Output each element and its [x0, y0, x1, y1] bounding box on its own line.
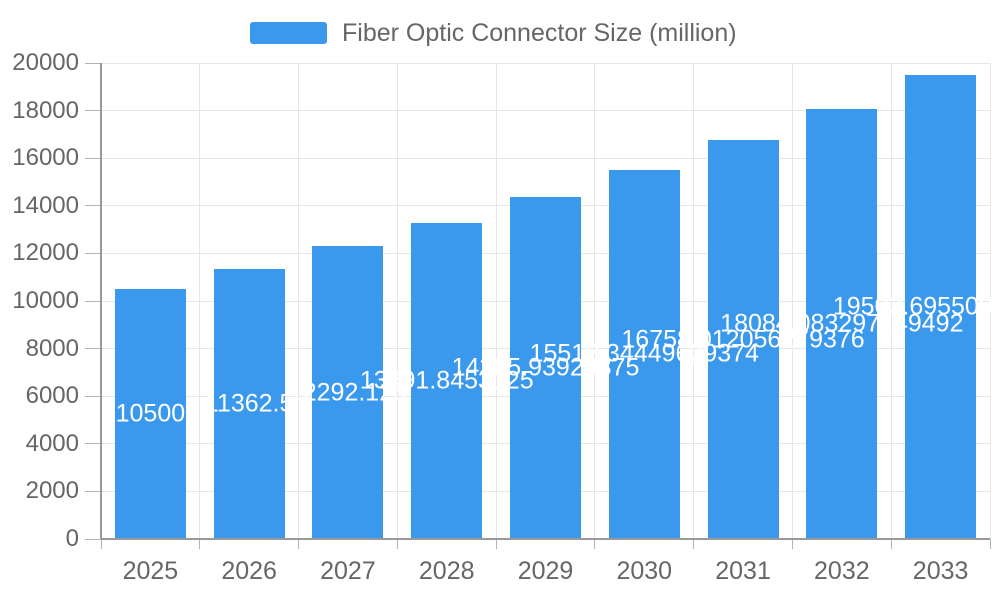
x-tick-mark [298, 539, 300, 549]
bar-2025[interactable] [114, 289, 186, 539]
x-gridline [594, 63, 596, 539]
bar-value-label: 10500 [115, 399, 186, 428]
x-tick-mark [396, 539, 398, 549]
y-tick-label: 0 [65, 525, 79, 552]
y-tick-label: 10000 [12, 287, 79, 314]
x-tick-label: 2027 [320, 557, 376, 585]
x-tick-mark [594, 539, 596, 549]
y-tick-mark [85, 395, 101, 397]
y-tick-label: 8000 [25, 334, 79, 362]
y-tick-mark [85, 538, 101, 540]
y-tick-label: 20000 [12, 49, 79, 76]
bar-2031[interactable] [707, 140, 779, 539]
bar-2033[interactable] [905, 74, 977, 539]
x-tick-label: 2028 [418, 557, 475, 585]
y-tick-label: 14000 [12, 191, 79, 219]
y-gridline [101, 157, 990, 159]
x-tick-mark [495, 539, 497, 549]
bar-2028[interactable] [411, 222, 483, 539]
bar-value-label: 14385.93929875 [451, 353, 640, 382]
bar-value-label: 19503.6955094924 [832, 292, 1000, 321]
y-gridline [101, 110, 990, 112]
y-tick-label: 16000 [12, 144, 79, 172]
y-tick-mark [85, 300, 101, 302]
y-tick-mark [85, 348, 101, 350]
x-tick-label: 2032 [814, 557, 870, 585]
y-tick-label: 2000 [25, 477, 79, 505]
bar-2026[interactable] [213, 268, 285, 539]
x-tick-mark [199, 539, 201, 549]
x-tick-label: 2029 [517, 557, 574, 585]
y-tick-label: 12000 [12, 239, 79, 267]
x-gridline [396, 63, 398, 539]
y-tick-mark [85, 205, 101, 207]
x-gridline [495, 63, 497, 539]
bar-value-label: 12292.125 [288, 378, 408, 407]
x-axis-line [101, 538, 990, 540]
legend-item[interactable]: Fiber Optic Connector Size (million) [250, 12, 737, 54]
y-tick-mark [85, 157, 101, 159]
x-gridline [791, 63, 793, 539]
y-tick-mark [85, 443, 101, 445]
bar-2030[interactable] [608, 169, 680, 539]
bar-value-label: 11362.5 [204, 389, 294, 418]
y-tick-mark [85, 252, 101, 254]
y-tick-mark [85, 490, 101, 492]
legend-label: Fiber Optic Connector Size (million) [342, 19, 737, 47]
x-tick-mark [100, 539, 102, 549]
x-tick-mark [989, 539, 991, 549]
x-tick-label: 2026 [221, 557, 277, 585]
x-gridline [890, 63, 892, 539]
bar-2032[interactable] [806, 108, 878, 539]
x-tick-mark [791, 539, 793, 549]
y-tick-label: 6000 [25, 382, 79, 410]
x-tick-mark [693, 539, 695, 549]
y-axis-line [100, 63, 102, 539]
legend-swatch [250, 22, 327, 44]
bar-2027[interactable] [312, 246, 384, 539]
y-tick-label: 4000 [25, 429, 79, 457]
x-tick-label: 2030 [616, 557, 673, 585]
bar-value-label: 13291.8453125 [359, 366, 534, 395]
x-tick-mark [890, 539, 892, 549]
bar-value-label: 15518.34449629374 [529, 339, 759, 368]
x-gridline [199, 63, 201, 539]
y-tick-mark [85, 110, 101, 112]
x-gridline [298, 63, 300, 539]
x-tick-label: 2031 [715, 557, 771, 585]
x-tick-label: 2033 [912, 557, 969, 585]
x-gridline [693, 63, 695, 539]
y-tick-mark [85, 62, 101, 64]
bar-2029[interactable] [510, 196, 581, 539]
x-gridline [989, 63, 991, 539]
bar-value-label: 16758.012056279376 [621, 325, 865, 354]
y-tick-label: 18000 [12, 96, 79, 124]
y-gridline [101, 62, 990, 64]
bar-value-label: 18084.083297149492 [720, 309, 964, 338]
x-tick-label: 2025 [122, 557, 179, 585]
